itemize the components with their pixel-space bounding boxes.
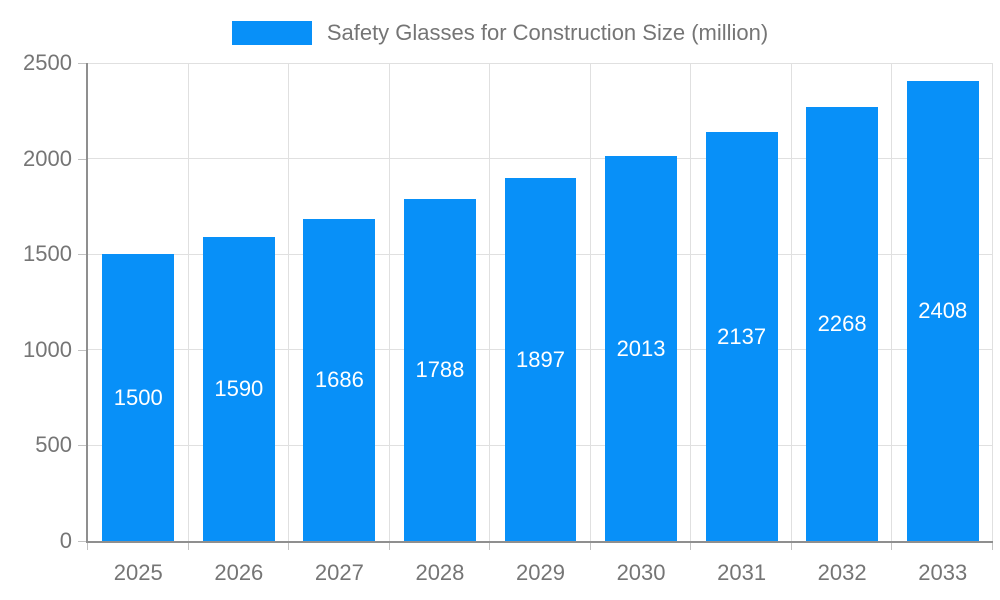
y-axis-label: 2000	[23, 145, 72, 171]
y-axis-label: 2500	[23, 50, 72, 75]
x-gridline	[891, 63, 893, 541]
y-gridline	[88, 158, 993, 160]
bar	[202, 237, 275, 541]
x-axis-tick	[388, 543, 390, 550]
x-gridline	[690, 63, 692, 541]
y-axis-tick	[78, 158, 86, 160]
y-axis-label: 500	[35, 432, 72, 458]
x-axis-label: 2028	[415, 560, 465, 585]
plot-area: 1500 1590 1686 1788 1897 2013 2137 2268 2408	[86, 62, 993, 543]
bar	[906, 80, 979, 541]
x-axis-tick	[891, 543, 893, 550]
x-gridline	[288, 63, 290, 541]
x-axis-tick	[187, 543, 189, 550]
bar-value-label: 2408	[918, 297, 968, 323]
bar-value-label: 1788	[415, 357, 465, 383]
y-axis-tick	[78, 63, 86, 64]
x-axis-label: 2025	[113, 560, 163, 585]
bar	[403, 199, 476, 541]
legend-swatch	[231, 21, 312, 45]
bar-value-label: 1590	[214, 375, 264, 401]
legend-label: Safety Glasses for Construction Size (mi…	[326, 20, 769, 45]
x-axis-tick	[489, 543, 491, 550]
x-axis-label: 2027	[314, 560, 364, 585]
x-axis-label: 2031	[717, 560, 767, 585]
x-axis-tick	[790, 543, 792, 550]
y-axis-label: 1500	[23, 241, 72, 267]
bar-value-label: 2268	[817, 311, 867, 337]
x-gridline	[388, 63, 390, 541]
chart-legend-item[interactable]: Safety Glasses for Construction Size (mi…	[0, 20, 1000, 46]
x-axis-tick	[589, 543, 591, 550]
x-gridline	[589, 63, 591, 541]
bar	[605, 156, 677, 541]
bar	[102, 254, 175, 541]
x-gridline	[992, 63, 993, 541]
bar-value-label: 2013	[616, 335, 666, 361]
x-axis-label: 2026	[214, 560, 264, 585]
bar	[705, 132, 778, 541]
bar-value-label: 1686	[314, 366, 364, 392]
bar	[806, 107, 879, 541]
bar-value-label: 1500	[113, 384, 163, 410]
x-axis-tick	[288, 543, 290, 550]
bar	[504, 178, 577, 541]
bar-value-label: 1897	[516, 346, 565, 372]
y-axis-tick	[78, 254, 86, 256]
x-axis-tick	[87, 543, 88, 550]
bar	[303, 218, 376, 541]
y-axis-label: 0	[59, 528, 72, 553]
x-axis-label: 2029	[516, 560, 565, 585]
y-axis-label: 1000	[23, 336, 72, 362]
x-gridline	[187, 63, 189, 541]
y-axis-tick	[78, 541, 86, 542]
y-axis-tick	[78, 445, 86, 447]
y-axis-tick	[78, 349, 86, 351]
bar-value-label: 2137	[717, 323, 767, 349]
x-axis-tick	[992, 543, 993, 550]
x-axis-label: 2032	[817, 560, 867, 585]
y-gridline	[88, 62, 993, 64]
x-axis-label: 2033	[918, 560, 968, 585]
x-gridline	[790, 63, 792, 541]
x-axis-label: 2030	[616, 560, 666, 585]
x-gridline	[489, 63, 491, 541]
x-axis-tick	[690, 543, 692, 550]
